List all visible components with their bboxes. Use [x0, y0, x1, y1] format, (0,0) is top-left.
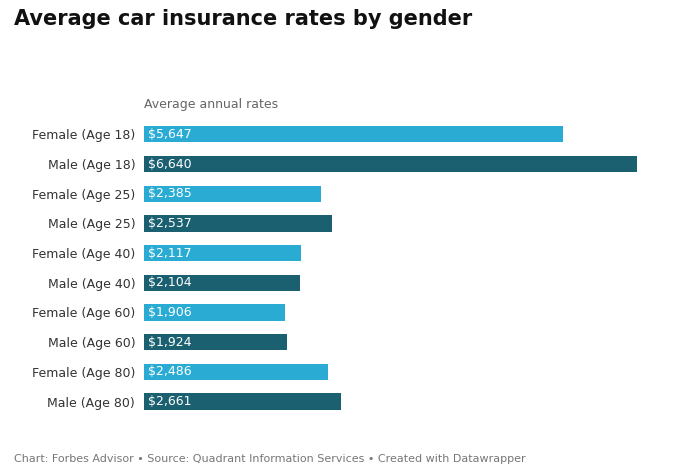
Bar: [144, 304, 286, 321]
Bar: [144, 245, 301, 261]
Text: $2,661: $2,661: [148, 395, 191, 408]
Text: $2,537: $2,537: [148, 217, 191, 230]
Text: $1,906: $1,906: [148, 306, 191, 319]
Bar: [144, 126, 564, 143]
Text: $6,640: $6,640: [148, 158, 191, 171]
Text: Chart: Forbes Advisor • Source: Quadrant Information Services • Created with Dat: Chart: Forbes Advisor • Source: Quadrant…: [14, 454, 526, 464]
Bar: [144, 274, 300, 291]
Bar: [144, 364, 328, 380]
Text: $1,924: $1,924: [148, 336, 191, 349]
Bar: [144, 156, 637, 172]
Bar: [144, 393, 342, 410]
Text: $2,486: $2,486: [148, 365, 191, 378]
Text: Average car insurance rates by gender: Average car insurance rates by gender: [14, 9, 472, 29]
Bar: [144, 215, 332, 232]
Text: $2,104: $2,104: [148, 276, 191, 289]
Text: Average annual rates: Average annual rates: [144, 98, 278, 111]
Bar: [144, 334, 286, 350]
Text: $2,117: $2,117: [148, 247, 191, 260]
Text: $5,647: $5,647: [148, 128, 191, 141]
Bar: [144, 185, 321, 202]
Text: $2,385: $2,385: [148, 187, 191, 200]
